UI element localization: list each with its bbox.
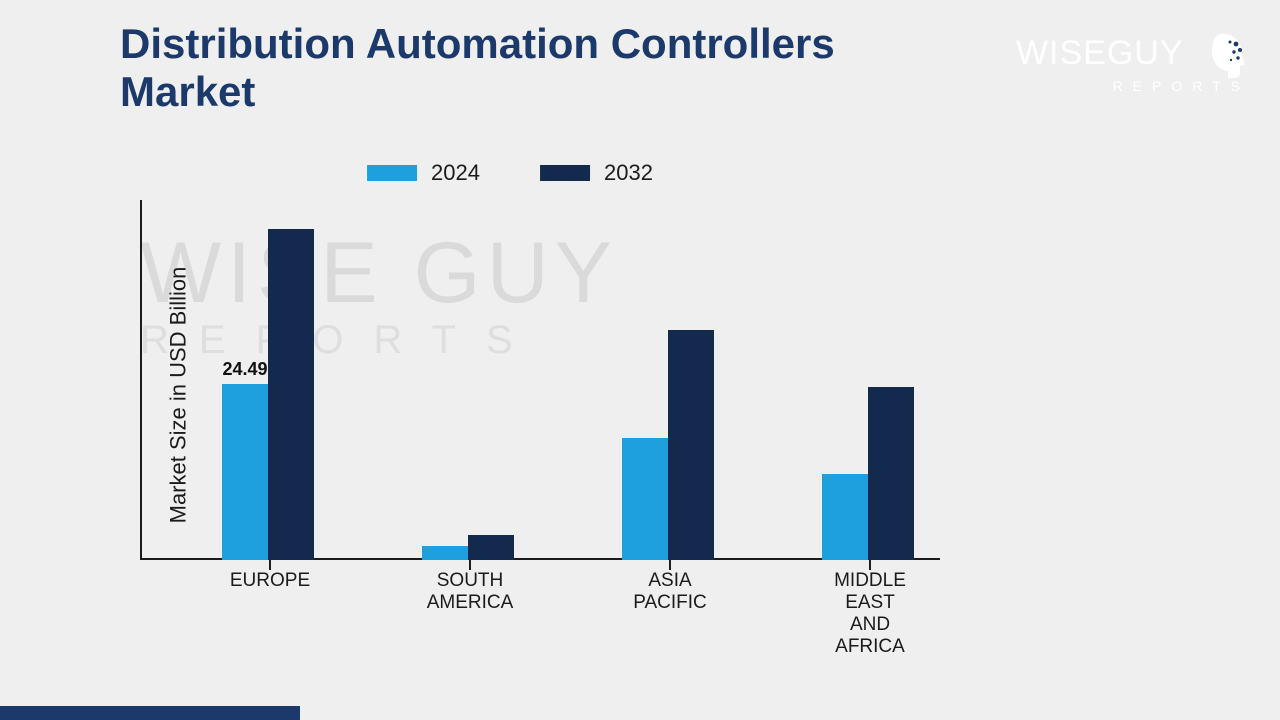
bar-2024 bbox=[822, 474, 868, 560]
bar-2032 bbox=[868, 387, 914, 560]
legend-label: 2032 bbox=[604, 160, 653, 186]
x-tick bbox=[669, 560, 671, 570]
x-tick bbox=[269, 560, 271, 570]
legend-item-2032: 2032 bbox=[540, 160, 653, 186]
x-axis-label: SOUTHAMERICA bbox=[400, 570, 540, 614]
legend-label: 2024 bbox=[431, 160, 480, 186]
plot-area: 24.49EUROPESOUTHAMERICAASIAPACIFICMIDDLE… bbox=[140, 200, 940, 560]
bottom-accent-bar bbox=[0, 706, 300, 720]
legend: 2024 2032 bbox=[367, 160, 653, 186]
brand-logo: WISEGUY REPORTS bbox=[1016, 30, 1250, 94]
bar-chart: Market Size in USD Billion 2024 2032 24.… bbox=[60, 160, 960, 630]
bar-2032 bbox=[668, 330, 714, 560]
brand-sub: REPORTS bbox=[1016, 78, 1250, 94]
brand-thin: GUY bbox=[1107, 34, 1184, 72]
legend-swatch bbox=[540, 165, 590, 181]
legend-item-2024: 2024 bbox=[367, 160, 480, 186]
bar-2024: 24.49 bbox=[222, 384, 268, 560]
x-tick bbox=[469, 560, 471, 570]
chart-title: Distribution Automation Controllers Mark… bbox=[120, 20, 840, 117]
x-axis-label: MIDDLEEASTANDAFRICA bbox=[800, 570, 940, 657]
chart-card: WISEGUY REPORTS Distribution Automation … bbox=[0, 0, 1280, 720]
x-axis-label: EUROPE bbox=[200, 570, 340, 592]
x-tick bbox=[869, 560, 871, 570]
brand-main: WISE bbox=[1016, 34, 1107, 72]
x-axis-label: ASIAPACIFIC bbox=[600, 570, 740, 614]
legend-swatch bbox=[367, 165, 417, 181]
bar-2032 bbox=[468, 535, 514, 560]
bar-value-label: 24.49 bbox=[222, 359, 267, 380]
y-axis bbox=[140, 200, 142, 560]
bar-2024 bbox=[622, 438, 668, 560]
head-icon bbox=[1200, 30, 1250, 80]
bar-2024 bbox=[422, 546, 468, 560]
bar-2032 bbox=[268, 229, 314, 560]
